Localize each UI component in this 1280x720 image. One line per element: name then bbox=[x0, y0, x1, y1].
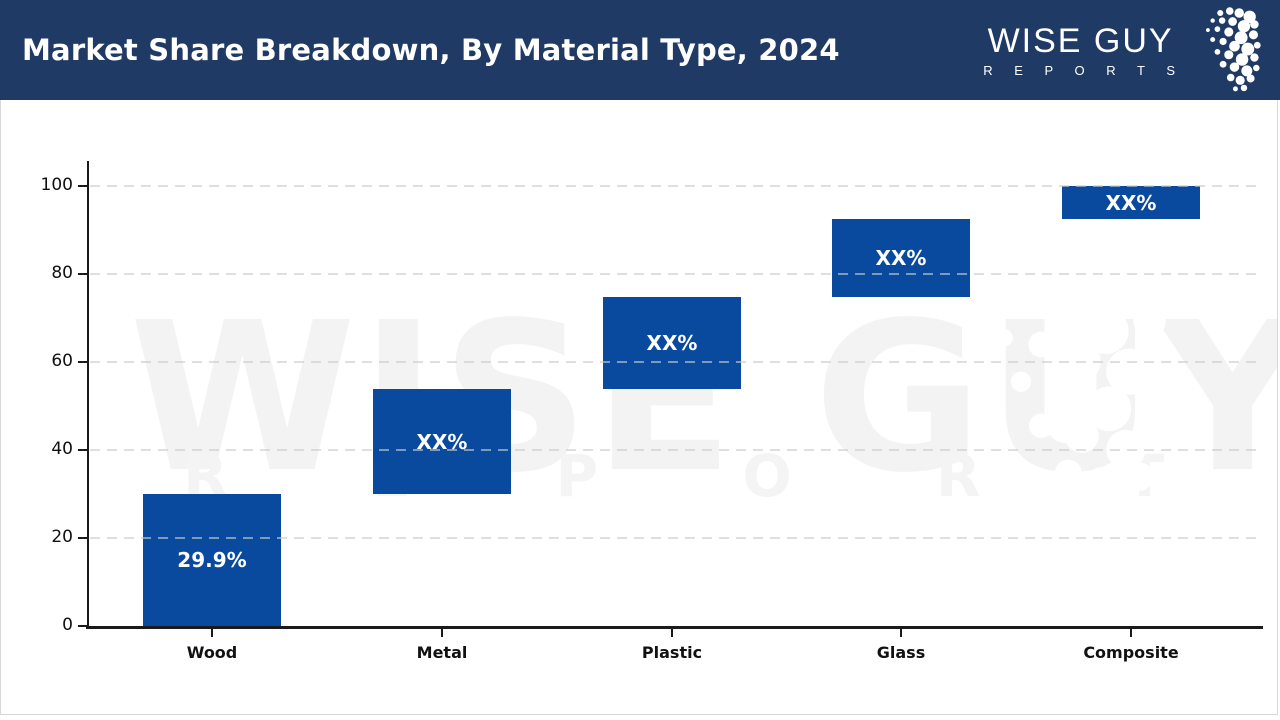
y-tick bbox=[78, 449, 88, 451]
chart-canvas: WISE GUY R E P O R T S 02040608010029.9%… bbox=[0, 100, 1278, 715]
y-axis-line bbox=[87, 161, 89, 629]
x-tick bbox=[441, 629, 443, 637]
y-tick-label: 80 bbox=[51, 263, 73, 283]
x-axis-line bbox=[86, 626, 1263, 629]
y-tick-label: 0 bbox=[62, 615, 73, 635]
y-tick-label: 100 bbox=[40, 175, 73, 195]
x-tick bbox=[900, 629, 902, 637]
x-axis-label-wood: Wood bbox=[186, 643, 238, 662]
plot-area: WISE GUY R E P O R T S 02040608010029.9%… bbox=[1, 100, 1277, 714]
x-axis-label-plastic: Plastic bbox=[641, 643, 703, 662]
bar-value-label: XX% bbox=[875, 246, 927, 271]
y-tick bbox=[78, 537, 88, 539]
y-tick bbox=[78, 625, 88, 627]
bar-composite: XX% bbox=[1062, 186, 1200, 219]
y-tick-label: 40 bbox=[51, 439, 73, 459]
gridline-60 bbox=[90, 361, 1263, 363]
bar-value-label: XX% bbox=[1105, 190, 1157, 215]
bar-wood: 29.9% bbox=[143, 494, 281, 626]
header: Market Share Breakdown, By Material Type… bbox=[0, 0, 1280, 100]
x-tick bbox=[211, 629, 213, 637]
bar-plastic: XX% bbox=[603, 297, 741, 389]
y-tick bbox=[78, 361, 88, 363]
bar-value-label: 29.9% bbox=[177, 548, 247, 573]
y-tick-label: 20 bbox=[51, 527, 73, 547]
x-axis-label-glass: Glass bbox=[876, 643, 926, 662]
logo-head-icon bbox=[1206, 7, 1261, 92]
y-tick bbox=[78, 185, 88, 187]
bar-glass: XX% bbox=[832, 219, 970, 298]
bar-metal: XX% bbox=[373, 388, 511, 495]
x-tick bbox=[1130, 629, 1132, 637]
bar-value-label: XX% bbox=[646, 331, 698, 356]
gridline-40 bbox=[90, 449, 1263, 451]
brand-tagline: R E P O R T S bbox=[983, 62, 1184, 78]
gridline-100 bbox=[90, 185, 1263, 187]
page-title: Market Share Breakdown, By Material Type… bbox=[22, 33, 840, 67]
brand-name: WISE GUY bbox=[987, 21, 1174, 60]
y-tick-label: 60 bbox=[51, 351, 73, 371]
x-axis-label-composite: Composite bbox=[1083, 643, 1179, 662]
x-axis-label-metal: Metal bbox=[416, 643, 468, 662]
gridline-20 bbox=[90, 537, 1263, 539]
y-tick bbox=[78, 273, 88, 275]
x-tick bbox=[671, 629, 673, 637]
brand-logo: WISE GUY R E P O R T S bbox=[977, 5, 1262, 95]
gridline-80 bbox=[90, 273, 1263, 275]
brand-logo-text: WISE GUY R E P O R T S bbox=[977, 24, 1184, 77]
